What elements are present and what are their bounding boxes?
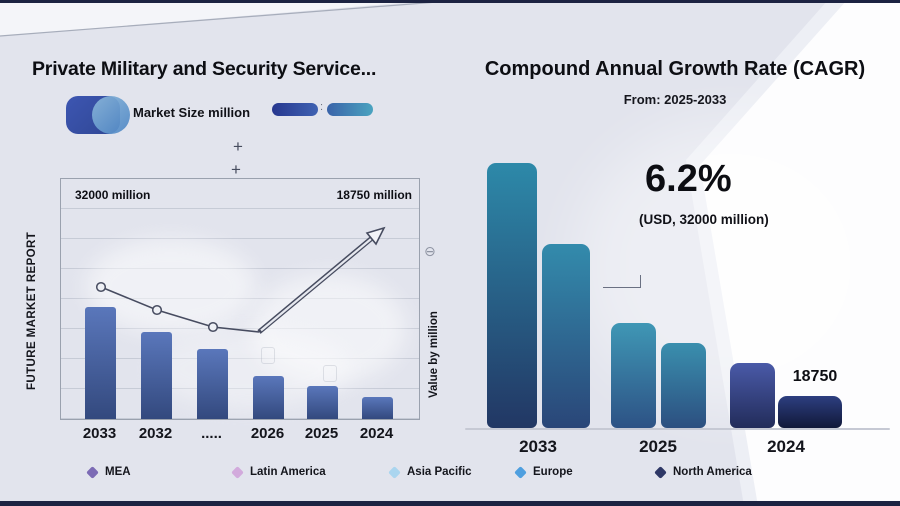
- cagr-title: Compound Annual Growth Rate (CAGR): [484, 58, 866, 80]
- legend-label: North America: [673, 466, 752, 478]
- y-axis-label: Value by million: [428, 311, 440, 399]
- left-panel-title: Private Military and Security Service...: [32, 58, 377, 80]
- cloud-decoration: [251, 274, 406, 384]
- cagr-chart: 18750 2033 2025 2024: [465, 150, 890, 456]
- step-bracket-line: [603, 275, 641, 288]
- legend-item-latin-america: Latin America: [231, 465, 326, 479]
- frame-top-bar: [0, 0, 900, 3]
- legend-item-north-america: North America: [654, 465, 752, 479]
- market-size-bars: [61, 179, 419, 419]
- trend-line-arrow: [95, 226, 386, 334]
- legend-diamond-icon: [231, 465, 244, 479]
- legend-diamond-icon: [654, 465, 667, 479]
- region-legend: MEA Latin America Asia Pacific Europe North …: [0, 465, 900, 484]
- legend-diamond-icon: [514, 465, 527, 479]
- market-bar-2026: [253, 376, 284, 419]
- cagr-percentage: 6.2%: [645, 158, 732, 200]
- cagr-bar-6: [778, 396, 842, 428]
- cagr-bar-1: [487, 163, 537, 428]
- market-bar-2024: [362, 397, 393, 419]
- cagr-bar-3: [611, 323, 656, 428]
- database-cylinder-icon-cap: [92, 96, 130, 134]
- annotation-18750-million: 18750 million: [336, 188, 412, 202]
- circled-minus-icon: ⊖: [424, 243, 436, 259]
- x-axis-label: 2024: [359, 425, 394, 442]
- gradient-pill-icon-left: [272, 103, 318, 116]
- legend-label: Latin America: [250, 466, 326, 478]
- x-axis-label: 2032: [138, 425, 173, 442]
- gradient-pill-icon-right: [327, 103, 373, 116]
- watermark-clipboard-icon: [261, 347, 275, 364]
- legend-diamond-icon: [388, 465, 401, 479]
- cagr-x-axis-label: 2033: [519, 437, 557, 456]
- legend-label: Asia Pacific: [407, 466, 472, 478]
- annotation-32000-million: 32000 million: [75, 188, 151, 202]
- legend-label: MEA: [105, 466, 131, 478]
- legend-item-asia-pacific: Asia Pacific: [388, 465, 472, 479]
- legend-item-europe: Europe: [514, 465, 573, 479]
- legend-item-mea: MEA: [86, 465, 131, 479]
- watermark-clipboard-icon: [323, 365, 337, 382]
- legend-label: Europe: [533, 466, 573, 478]
- cagr-bar-4: [661, 343, 706, 428]
- plus-icon: +: [233, 137, 243, 156]
- value-callout-18750: 18750: [792, 368, 838, 385]
- frame-bottom-bar: [0, 501, 900, 506]
- pill-separator: :: [320, 101, 324, 113]
- x-axis-label: 2025: [304, 425, 339, 442]
- market-bar-2033: [85, 307, 116, 419]
- x-axis-label: 2026: [250, 425, 285, 442]
- cagr-detail: (USD, 32000 million): [639, 212, 769, 227]
- legend-diamond-icon: [86, 465, 99, 479]
- cagr-x-axis-label: 2025: [639, 437, 677, 456]
- market-bar-2032: [141, 332, 172, 419]
- x-axis-label: 2033: [82, 425, 117, 442]
- cagr-bar-5: [730, 363, 775, 428]
- cagr-bar-2: [542, 244, 590, 428]
- market-bar-2025: [307, 386, 338, 419]
- market-bar-.....: [197, 349, 228, 419]
- x-axis-label: .....: [201, 425, 222, 442]
- market-size-label: Market Size million: [133, 105, 251, 120]
- cagr-x-axis-label: 2024: [767, 437, 805, 456]
- market-size-chart: 32000 million 18750 million: [60, 178, 420, 420]
- cagr-subtitle: From: 2025-2033: [623, 92, 727, 107]
- plus-icon: +: [231, 160, 241, 179]
- cagr-baseline: [465, 428, 890, 430]
- y-axis-watermark-label: FUTURE MARKET REPORT: [26, 231, 38, 391]
